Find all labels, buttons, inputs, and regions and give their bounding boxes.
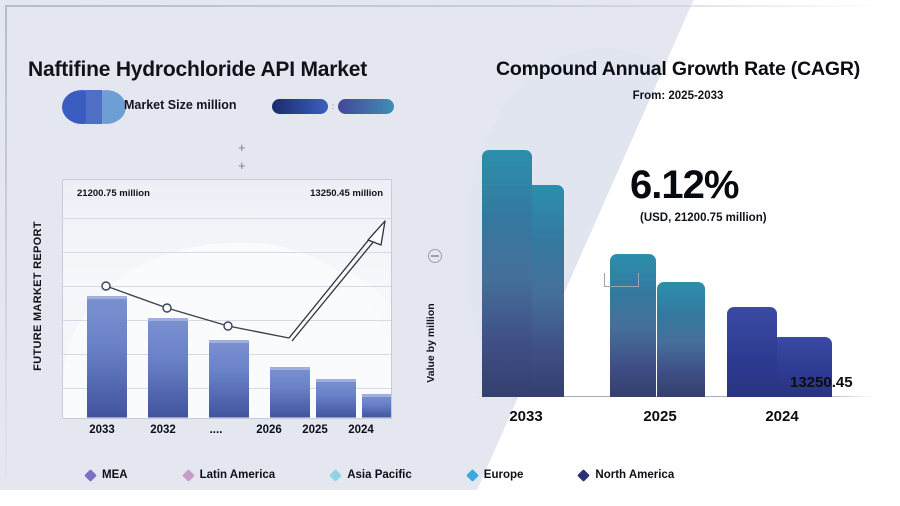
left-bar-chart: 21200.75 million 13250.45 million [62,179,392,419]
diamond-marker-icon [329,468,343,482]
legend-pill-group: : [272,99,395,114]
right-bar-chart: 2033 2025 2024 [462,150,892,425]
x-tick-2026: 2026 [256,424,282,436]
venn-two-circles-icon [62,90,126,124]
x-tick-dots: .... [209,424,223,436]
bar-2025 [316,379,356,418]
growth-arrow-icon [288,220,386,342]
legend-pill-separator: : [332,102,335,111]
right-axis-label: Value by million [425,303,437,383]
legend-label: Latin America [199,469,276,481]
bar-2032 [148,318,188,418]
right-panel-title: Compound Annual Growth Rate (CAGR) [495,58,861,80]
legend-pill-secondary [338,99,395,114]
left-axis-label: FUTURE MARKET REPORT [32,221,44,371]
cagr-note: (USD, 21200.75 million) [640,212,767,224]
left-border-rule [5,5,7,475]
legend-item-north-america[interactable]: North America [577,468,675,482]
legend-label: Europe [483,469,524,481]
trend-marker [101,281,111,291]
data-label-2024: 13250.45 [790,374,853,391]
bar-dots [209,340,249,418]
rx-tick-2024: 2024 [765,408,799,425]
rbar-2025-front [610,254,656,397]
top-border-rule [6,5,884,7]
x-tick-2032: 2032 [150,424,176,436]
annotation-left-value: 21200.75 million [77,188,150,199]
gridline [63,286,391,287]
diamond-marker-icon [181,468,195,482]
gridline [63,252,391,253]
bracket-decoration [604,273,640,288]
right-panel-subtitle: From: 2025-2033 [632,90,724,102]
left-panel-title: Naftifine Hydrochloride API Market [28,58,367,81]
plus-marker-icon: + [238,158,246,173]
bar-2026 [270,367,310,418]
trend-overlay [101,220,386,342]
circle-minus-icon [428,249,442,263]
rbar-2024-back [772,337,832,397]
legend-pill-primary [272,99,328,114]
bar-2024 [362,394,391,418]
rbar-2025-back [657,282,705,397]
market-size-legend-label: Market Size million [124,98,237,112]
plus-marker-icon: + [238,140,246,155]
gridline [63,320,391,321]
legend-item-latin-america[interactable]: Latin America [181,468,276,482]
legend-label: Asia Pacific [347,469,412,481]
rx-tick-2033: 2033 [509,408,543,425]
diamond-marker-icon [577,468,591,482]
diamond-marker-icon [465,468,479,482]
region-legend: MEA Latin America Asia Pacific Europe No… [0,462,900,488]
trend-line [105,285,290,339]
cagr-value: 6.12% [630,163,739,207]
gridline [63,218,391,219]
trend-marker [223,321,233,331]
legend-item-asia-pacific[interactable]: Asia Pacific [329,468,412,482]
legend-item-mea[interactable]: MEA [84,468,128,482]
x-tick-2025: 2025 [302,424,328,436]
x-tick-2024: 2024 [348,424,374,436]
background-bottom-strip [0,490,900,506]
market-size-legend-chip: Market Size million : [62,90,395,124]
rbar-2024-front [727,307,777,397]
diamond-marker-icon [84,468,97,482]
rbar-2033-front [482,150,532,397]
bar-2033 [87,296,127,418]
annotation-right-value: 13250.45 million [310,188,383,199]
legend-label: North America [595,469,675,481]
legend-label: MEA [102,469,128,481]
trend-marker [162,303,172,313]
legend-item-europe[interactable]: Europe [465,468,524,482]
rx-tick-2025: 2025 [643,408,677,425]
x-tick-2033: 2033 [89,424,115,436]
